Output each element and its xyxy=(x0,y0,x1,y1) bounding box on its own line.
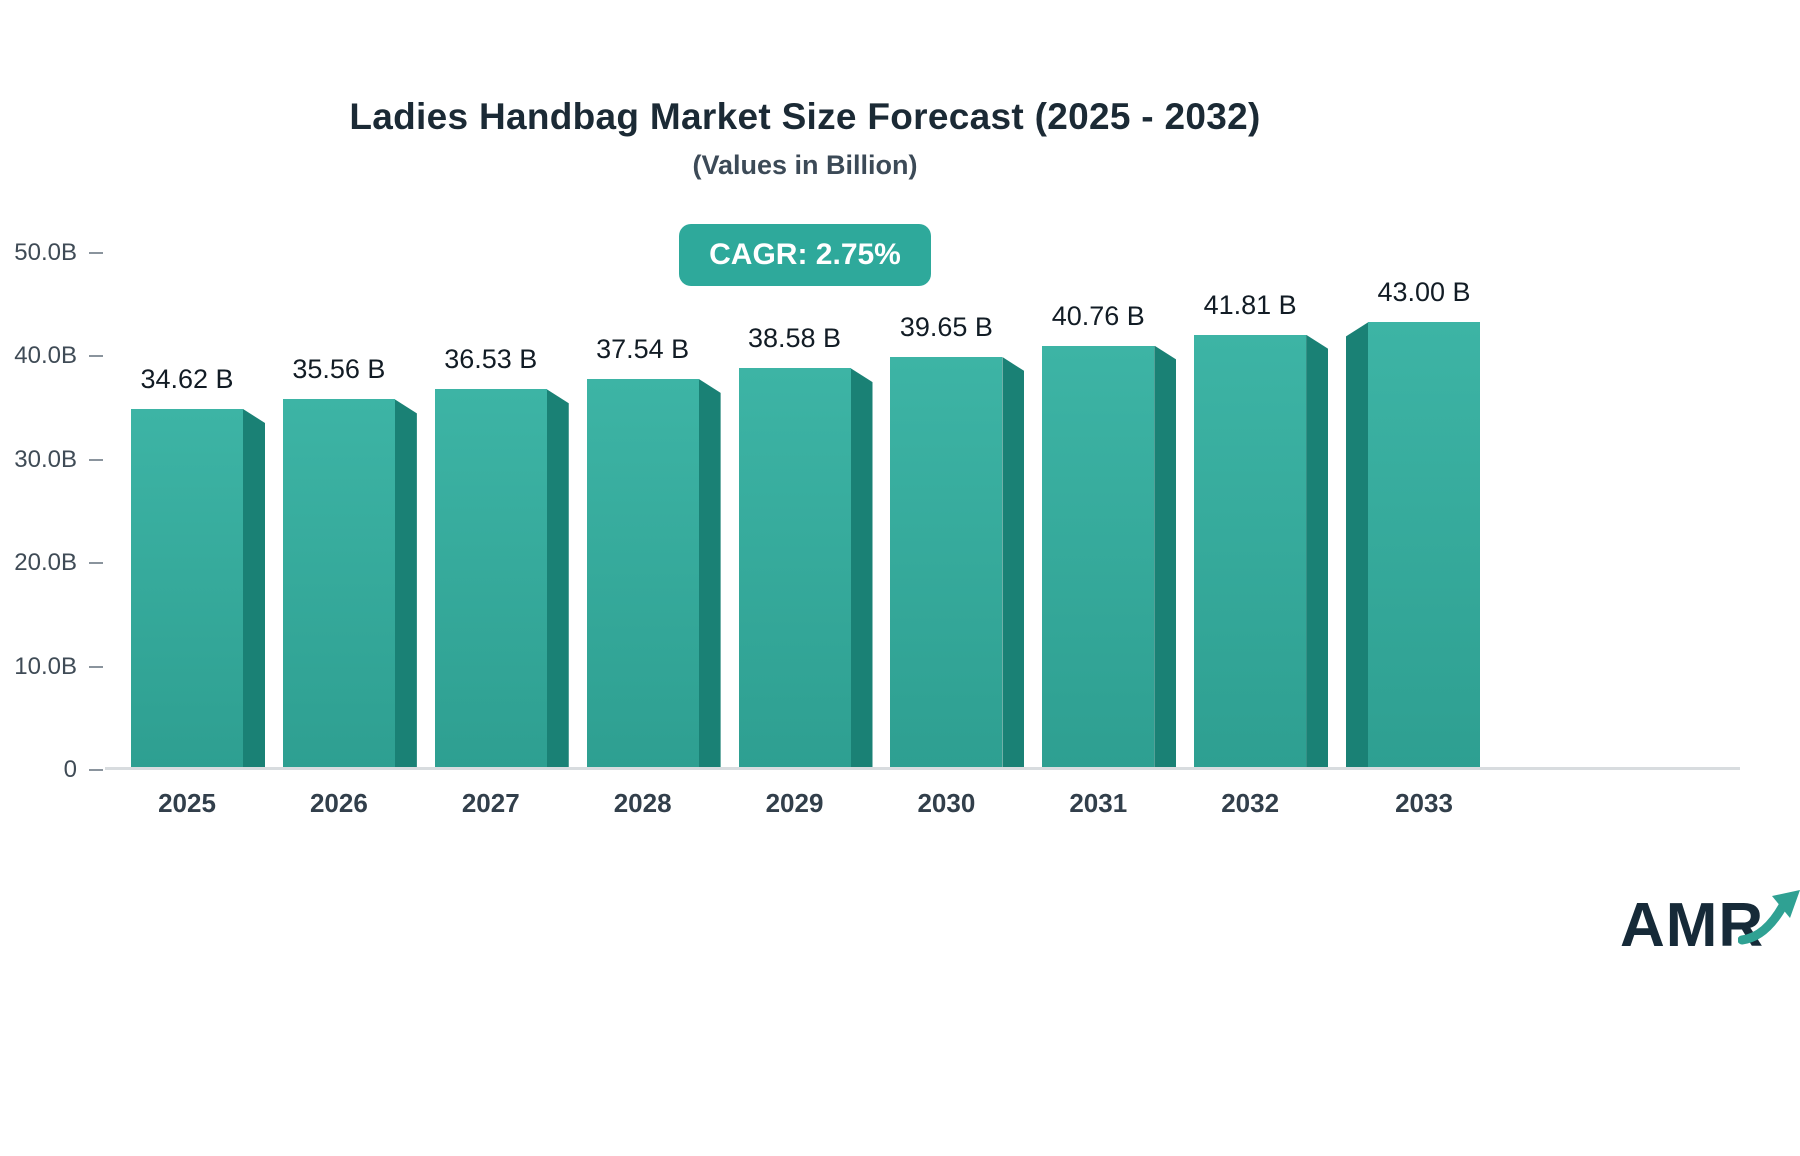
chart-title: Ladies Handbag Market Size Forecast (202… xyxy=(349,96,1261,137)
y-tick: 40.0B xyxy=(0,342,105,370)
growth-arrow-icon xyxy=(1737,888,1800,951)
cagr-badge-row: CAGR: 2.75% xyxy=(0,224,1610,286)
y-tick: 30.0B xyxy=(0,446,105,474)
bar-value-label: 41.81 B xyxy=(1203,289,1297,320)
y-tick-mark xyxy=(89,769,103,771)
y-tick: 0 xyxy=(0,756,105,784)
x-axis-label: 2027 xyxy=(461,788,520,818)
bar-chart: 0 10.0B 20.0B 30.0B 40.0B 50.0B 34.62 B 2025 35… xyxy=(0,239,1800,873)
plot-area: 34.62 B 2025 35.56 B 2026 36.53 B 2027 37.54 B… xyxy=(105,253,1740,818)
bar-side-face xyxy=(698,378,721,767)
x-axis-label: 2026 xyxy=(309,788,368,818)
x-axis-label: 2029 xyxy=(765,788,824,818)
chart-subtitle: (Values in Billion) xyxy=(692,150,918,180)
bar xyxy=(1042,345,1155,767)
amr-logo: AMR xyxy=(1620,890,1800,961)
bar-side-face xyxy=(850,368,873,767)
y-tick-label: 40.0B xyxy=(14,342,77,370)
y-tick-mark xyxy=(89,665,103,668)
bar xyxy=(282,399,395,767)
y-tick-label: 50.0B xyxy=(14,239,77,266)
y-tick-label: 10.0B xyxy=(14,652,77,680)
bar xyxy=(434,389,547,767)
x-axis-label: 2033 xyxy=(1395,788,1453,818)
cagr-badge: CAGR: 2.75% xyxy=(679,224,931,286)
bar-side-face xyxy=(1154,345,1177,767)
y-tick-label: 20.0B xyxy=(14,549,77,577)
bar-value-label: 38.58 B xyxy=(747,323,842,354)
x-axis-label: 2030 xyxy=(917,788,976,818)
bar-value-label: 43.00 B xyxy=(1377,277,1471,308)
bar-side-face xyxy=(394,399,417,767)
bar-value-label: 34.62 B xyxy=(140,364,234,395)
bar-value-label: 39.65 B xyxy=(899,312,993,343)
amr-logo-text: AMR xyxy=(1620,891,1765,960)
y-tick-mark xyxy=(89,355,103,358)
bar xyxy=(131,409,243,767)
bar-side-face xyxy=(1002,357,1025,767)
bar-side-face xyxy=(1306,334,1329,767)
y-axis: 0 10.0B 20.0B 30.0B 40.0B 50.0B xyxy=(0,239,105,783)
x-axis-label: 2032 xyxy=(1221,788,1280,818)
bar-value-label: 40.76 B xyxy=(1051,300,1145,331)
bar xyxy=(1368,322,1480,767)
bar-side-face xyxy=(1346,322,1368,767)
y-tick-label: 30.0B xyxy=(14,445,77,473)
bar xyxy=(1194,334,1307,767)
bar-value-label: 35.56 B xyxy=(292,354,386,385)
bar-side-face xyxy=(243,409,265,767)
y-tick-mark xyxy=(89,458,103,461)
bar xyxy=(586,378,699,767)
y-tick: 20.0B xyxy=(0,549,105,577)
bar-side-face xyxy=(546,389,569,767)
bar-value-label: 37.54 B xyxy=(596,333,690,364)
y-tick-mark xyxy=(89,562,103,565)
bar xyxy=(738,368,851,767)
x-axis-label: 2025 xyxy=(158,788,216,818)
bar xyxy=(890,357,1003,767)
y-tick: 50.0B xyxy=(0,239,105,267)
y-tick-label: 0 xyxy=(63,756,77,783)
x-axis-label: 2031 xyxy=(1069,788,1128,818)
bar-value-label: 36.53 B xyxy=(444,344,538,375)
x-axis-label: 2028 xyxy=(613,788,672,818)
y-tick-mark xyxy=(89,252,103,254)
y-tick: 10.0B xyxy=(0,653,105,681)
